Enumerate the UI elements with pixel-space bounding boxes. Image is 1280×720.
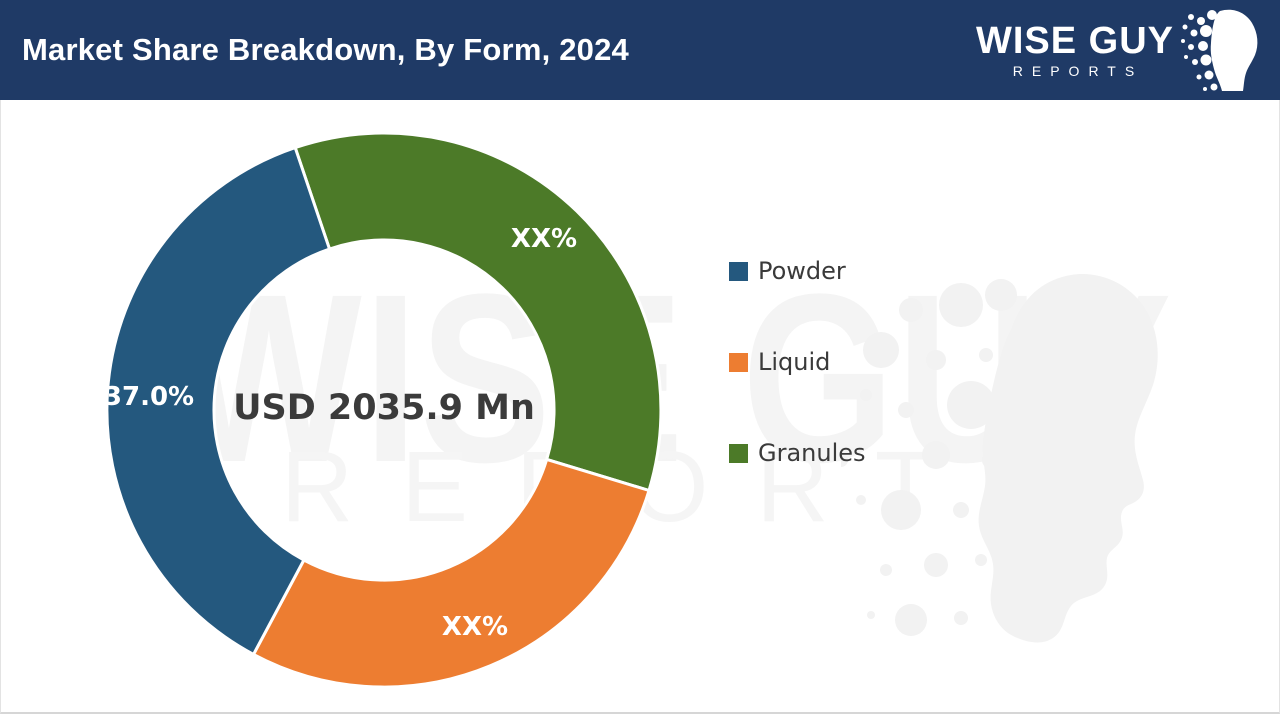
legend-swatch-liquid [729, 352, 748, 372]
chart-card: WISE GUY REPORTS 37.0% XX% XX% USD 2035.… [0, 100, 1280, 714]
wise-guy-logo: WISE GUY REPORTS [976, 5, 1262, 95]
legend-item-liquid: Liquid [729, 348, 866, 376]
page-title: Market Share Breakdown, By Form, 2024 [22, 32, 629, 67]
legend-item-granules: Granules [729, 439, 866, 467]
donut-chart: 37.0% XX% XX% USD 2035.9 Mn [91, 117, 677, 703]
donut-svg [105, 131, 663, 689]
logo-subtitle: REPORTS [1012, 63, 1144, 79]
legend-label-granules: Granules [758, 439, 866, 467]
logo-text: WISE GUY REPORTS [976, 22, 1174, 78]
slice-label-powder: 37.0% [103, 382, 195, 412]
pie-slice-granules [293, 131, 663, 493]
chart-legend: Powder Liquid Granules [729, 257, 866, 467]
legend-label-powder: Powder [758, 257, 846, 285]
watermark-text-reports: REPORTS [281, 431, 1099, 543]
logo-face-icon [1181, 9, 1258, 91]
donut-center-value: USD 2035.9 Mn [233, 388, 535, 428]
legend-swatch-granules [729, 443, 748, 463]
legend-label-liquid: Liquid [758, 348, 831, 376]
slice-label-granules: XX% [510, 224, 578, 254]
pie-slice-liquid [251, 457, 651, 689]
header-bar: Market Share Breakdown, By Form, 2024 WI… [0, 0, 1280, 100]
logo-name: WISE GUY [975, 20, 1174, 62]
pie-slice-powder [105, 145, 332, 657]
watermark-face-icon [841, 274, 1158, 643]
legend-item-powder: Powder [729, 257, 866, 285]
legend-swatch-powder [729, 261, 748, 281]
slice-label-liquid: XX% [441, 612, 509, 642]
